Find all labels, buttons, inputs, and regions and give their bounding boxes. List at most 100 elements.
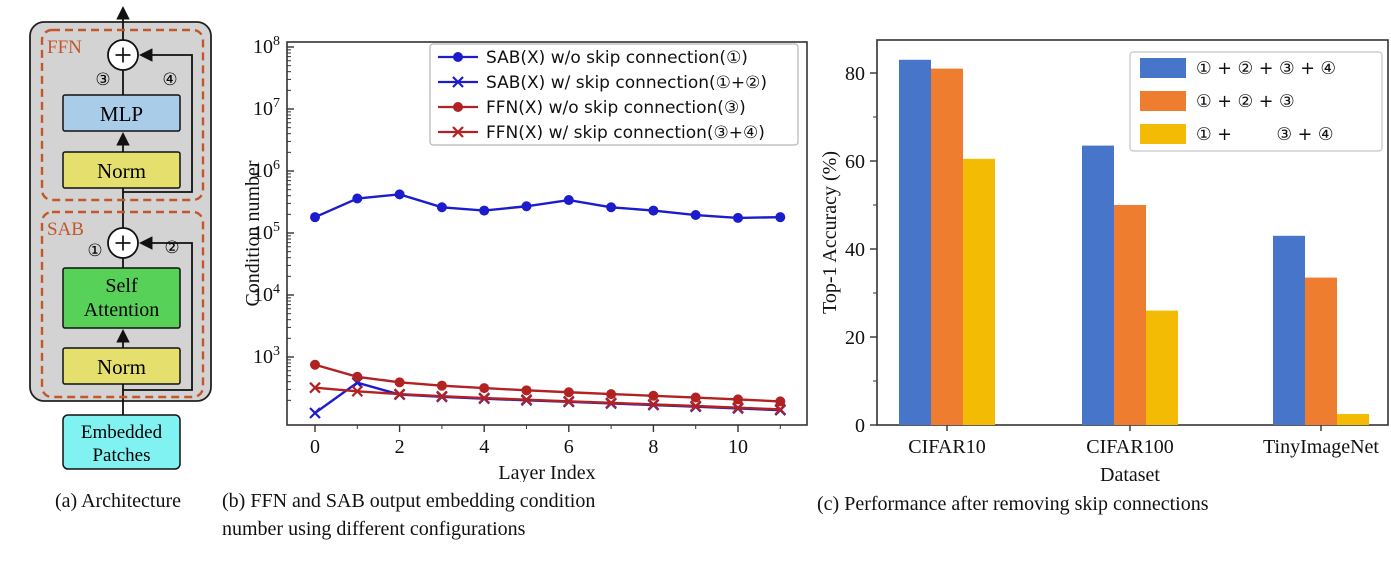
b-series-0-circle-marker — [775, 212, 786, 223]
b-series-2-circle-marker — [606, 389, 617, 400]
caption-architecture: (a) Architecture — [54, 490, 182, 512]
c-category-label: CIFAR10 — [908, 436, 985, 458]
b-series-0-circle-marker — [690, 210, 701, 221]
b-series-0-circle-marker — [394, 189, 405, 200]
c-bar-TinyImageNet-series-0 — [1273, 235, 1305, 425]
caption-performance: (c) Performance after removing skip conn… — [817, 493, 1209, 515]
caption-condition-number-line1: (b) FFN and SAB output embedding conditi… — [222, 490, 596, 512]
branch-1-badge: ① — [87, 241, 102, 261]
b-series-2-circle-marker — [310, 359, 320, 370]
b-series-0-circle-marker — [310, 212, 320, 223]
b-series-0-circle-marker — [436, 202, 447, 213]
b-series-2-circle-marker — [479, 383, 490, 394]
ffn-region-label: FFN — [47, 37, 82, 58]
mlp-block — [62, 94, 181, 132]
sab-add-plus-icon — [107, 227, 139, 259]
c-legend-label: ① + ③ + ④ — [1196, 125, 1334, 145]
b-series-3-x-marker — [689, 400, 702, 412]
mlp-block-label: MLP — [100, 102, 143, 126]
b-series-0-circle-marker — [352, 193, 363, 204]
c-legend-label: ① + ② + ③ + ④ — [1196, 59, 1336, 79]
c-ytick-label: 40 — [845, 239, 865, 261]
self-attention-block — [62, 267, 181, 329]
c-bar-CIFAR100-series-2 — [1146, 310, 1178, 425]
c-xaxis-label: Dataset — [1100, 464, 1160, 482]
b-series-0-circle-marker — [733, 212, 743, 223]
b-series-3-x-marker — [774, 403, 787, 416]
b-legend-label: SAB(X) w/o skip connection(①) — [486, 48, 748, 68]
embedded-patches-block — [62, 414, 181, 470]
b-legend-label: FFN(X) w/o skip connection(③) — [486, 98, 746, 118]
b-series-2-circle-marker — [690, 392, 701, 403]
b-ytick-label: 107 — [253, 96, 280, 120]
b-legend-x-marker — [452, 76, 464, 88]
b-ytick-label: 104 — [253, 282, 280, 306]
b-series-3-x-marker — [605, 397, 617, 409]
c-bar-TinyImageNet-series-1 — [1305, 277, 1337, 425]
b-legend-circle-marker — [453, 102, 463, 112]
sab-skip-connection-line — [123, 236, 193, 391]
b-ytick-label: 105 — [253, 220, 280, 244]
sab-norm-block-label: Norm — [97, 355, 146, 379]
c-ytick-label: 0 — [855, 415, 865, 437]
b-series-3-x-marker — [520, 393, 533, 406]
c-bar-CIFAR10-series-0 — [899, 59, 931, 426]
b-series-3-line — [314, 386, 781, 411]
ffn-add-plus-icon — [107, 39, 139, 71]
c-ytick-label: 20 — [845, 327, 865, 349]
c-bar-CIFAR100-series-1 — [1114, 205, 1146, 425]
b-series-2-line — [314, 363, 781, 403]
embedded-patches-label-line1: Embedded — [81, 422, 163, 443]
b-series-2-circle-marker — [775, 396, 786, 407]
b-legend-x-marker — [452, 126, 464, 138]
b-series-0-circle-marker — [479, 205, 490, 216]
b-series-0-circle-marker — [563, 195, 574, 206]
self-attention-label-line1: Self — [105, 275, 138, 297]
embedded-patches-label-line2: Patches — [92, 445, 150, 466]
b-xtick-label: 2 — [395, 436, 405, 458]
b-xtick-label: 0 — [310, 436, 320, 458]
b-series-3-x-marker — [309, 381, 321, 394]
b-series-3-x-marker — [563, 395, 575, 408]
b-series-2-circle-marker — [394, 377, 405, 388]
c-bar-CIFAR10-series-2 — [963, 158, 995, 426]
c-bar-CIFAR100-series-0 — [1082, 145, 1114, 425]
b-ytick-label: 103 — [253, 344, 280, 368]
ffn-norm-block-label: Norm — [97, 159, 146, 183]
b-xtick-label: 4 — [479, 436, 489, 458]
branch-4-badge: ④ — [162, 70, 177, 90]
b-series-2-circle-marker — [521, 385, 532, 396]
b-xtick-label: 8 — [648, 436, 658, 458]
b-series-2-circle-marker — [648, 390, 659, 401]
ffn-norm-block — [62, 151, 181, 189]
b-series-3-x-marker — [436, 390, 448, 403]
self-attention-label-line2: Attention — [84, 299, 160, 321]
b-series-0-line — [314, 193, 781, 220]
b-legend-label: FFN(X) w/ skip connection(③+④) — [486, 123, 765, 143]
caption-condition-number-line2: number using different configurations — [222, 518, 526, 540]
sab-dashed-region — [40, 210, 205, 399]
b-series-3-x-marker — [732, 401, 744, 414]
c-legend-swatch — [1140, 58, 1186, 78]
ffn-dashed-region — [40, 28, 205, 202]
c-ytick-label: 80 — [845, 63, 865, 85]
b-ytick-label: 108 — [253, 34, 280, 58]
c-category-label: TinyImageNet — [1263, 436, 1379, 458]
b-yaxis-label: Condition number — [245, 160, 264, 306]
c-legend-box — [1129, 51, 1383, 152]
b-series-1-x-marker — [309, 407, 321, 419]
c-legend-label: ① + ② + ③ — [1196, 92, 1295, 112]
caption-condition-number: (b) FFN and SAB output embedding conditi… — [222, 487, 652, 543]
b-legend-circle-marker — [453, 52, 463, 62]
b-series-0-circle-marker — [606, 202, 617, 213]
branch-3-badge: ③ — [95, 70, 110, 90]
c-legend-swatch — [1140, 91, 1186, 111]
b-xtick-label: 6 — [564, 436, 574, 458]
b-series-2-circle-marker — [563, 387, 574, 398]
b-series-2-circle-marker — [352, 371, 363, 382]
b-series-3-x-marker — [393, 388, 406, 400]
b-series-0-circle-marker — [521, 201, 532, 212]
sab-norm-block — [62, 347, 181, 385]
accuracy-bar-chart: 0 20 40 60 80 CIFAR10 CIFAR100 TinyImageNet Data… — [820, 39, 1389, 482]
